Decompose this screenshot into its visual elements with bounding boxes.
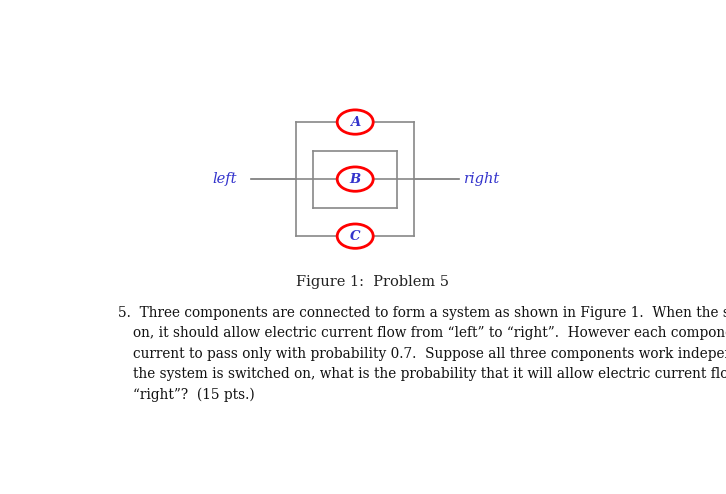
Text: C: C [350,230,360,243]
Text: Figure 1:  Problem 5: Figure 1: Problem 5 [295,275,449,289]
Text: left: left [213,172,237,186]
Text: “right”?  (15 pts.): “right”? (15 pts.) [133,388,255,402]
Text: A: A [350,116,360,128]
Circle shape [337,224,373,248]
Text: the system is switched on, what is the probability that it will allow electric c: the system is switched on, what is the p… [133,368,726,381]
Circle shape [337,167,373,191]
Text: current to pass only with probability 0.7.  Suppose all three components work in: current to pass only with probability 0.… [133,347,726,361]
Circle shape [337,110,373,134]
Text: right: right [464,172,500,186]
Text: B: B [350,172,361,186]
Text: 5.  Three components are connected to form a system as shown in Figure 1.  When : 5. Three components are connected to for… [118,306,726,320]
Text: on, it should allow electric current flow from “left” to “right”.  However each : on, it should allow electric current flo… [133,327,726,340]
